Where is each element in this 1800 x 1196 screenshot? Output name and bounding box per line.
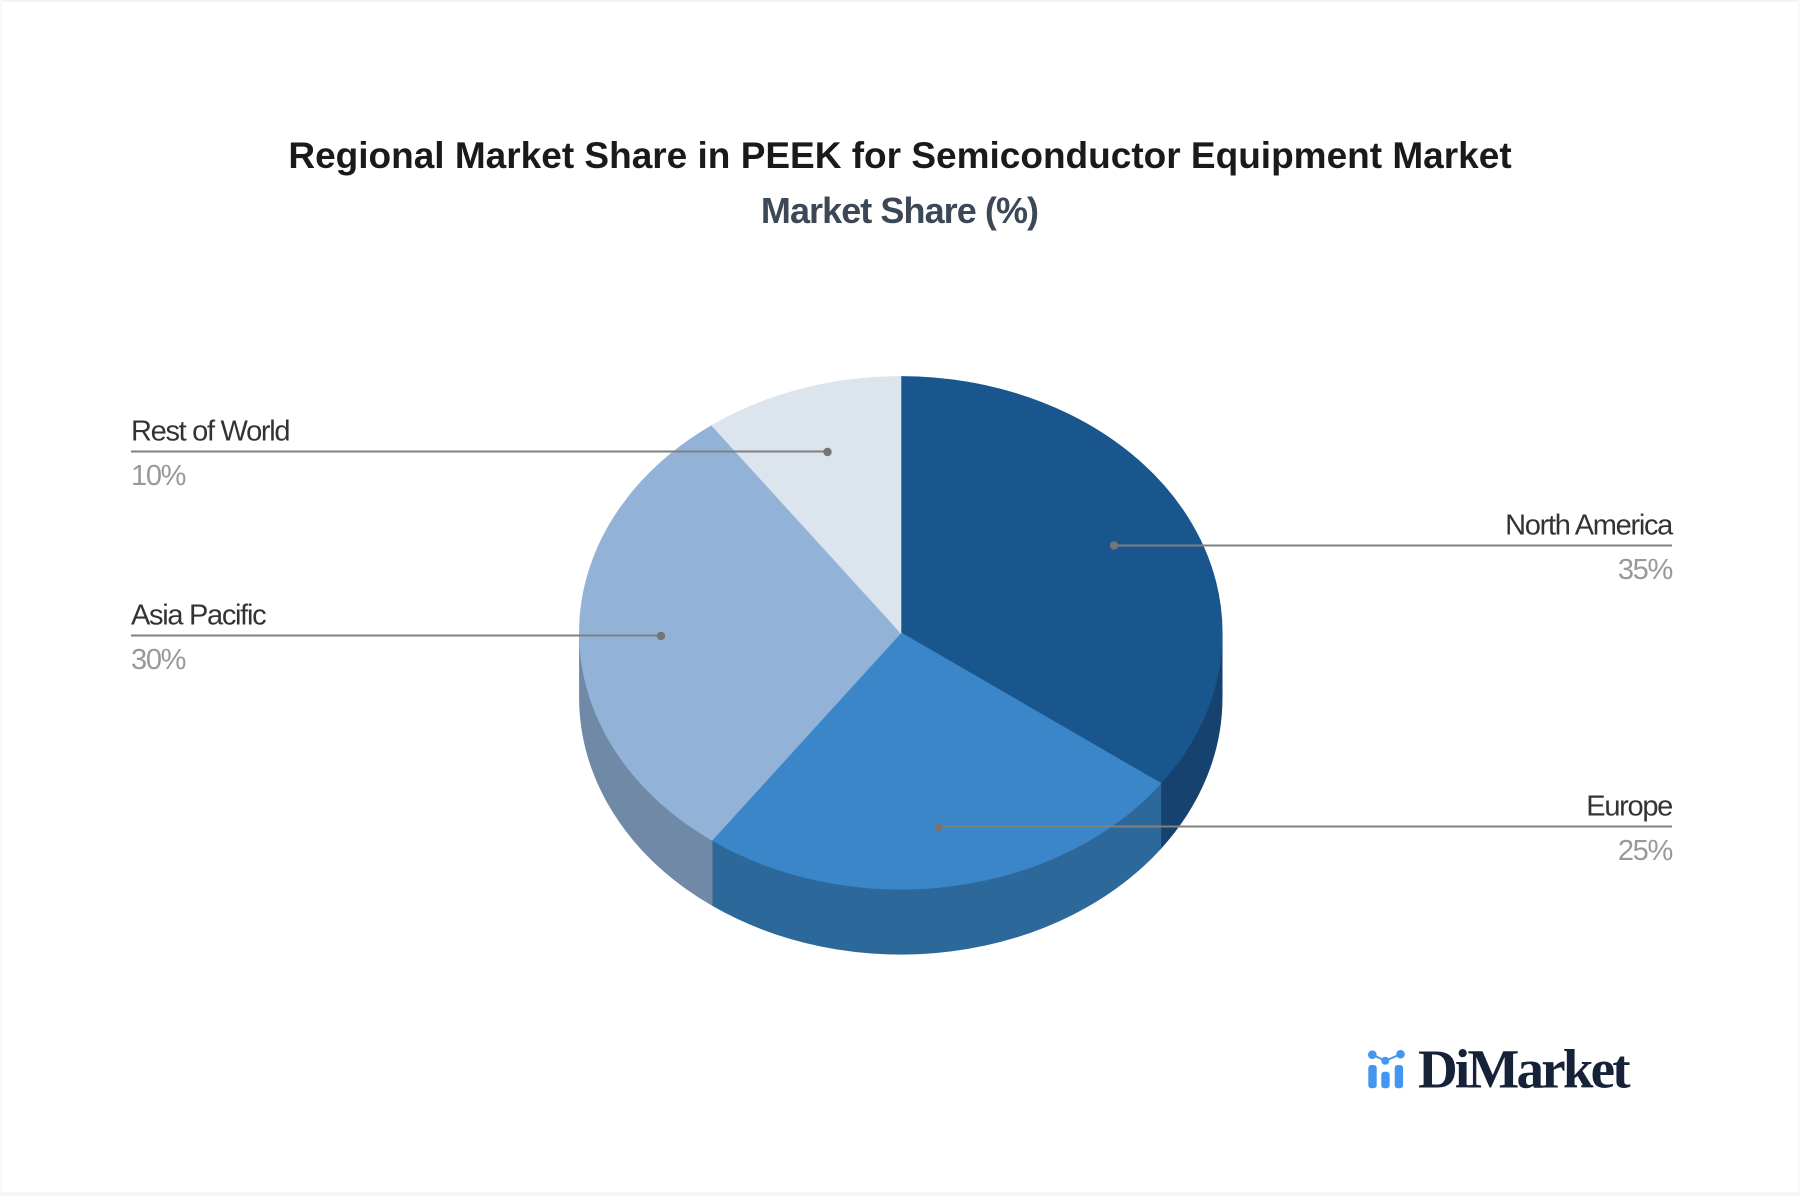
svg-text:10%: 10% [131, 460, 186, 492]
svg-text:Europe: Europe [1586, 791, 1672, 823]
svg-text:25%: 25% [1618, 835, 1673, 867]
svg-text:Regional Market Share in PEEK: Regional Market Share in PEEK for Semico… [288, 135, 1511, 176]
svg-text:DiMarket: DiMarket [1418, 1039, 1631, 1100]
svg-text:North America: North America [1505, 510, 1674, 542]
svg-text:Asia Pacific: Asia Pacific [131, 600, 266, 632]
svg-text:Market Share (%): Market Share (%) [761, 190, 1038, 231]
svg-text:Rest of World: Rest of World [131, 416, 289, 448]
svg-text:35%: 35% [1618, 554, 1673, 586]
svg-text:30%: 30% [131, 644, 186, 676]
